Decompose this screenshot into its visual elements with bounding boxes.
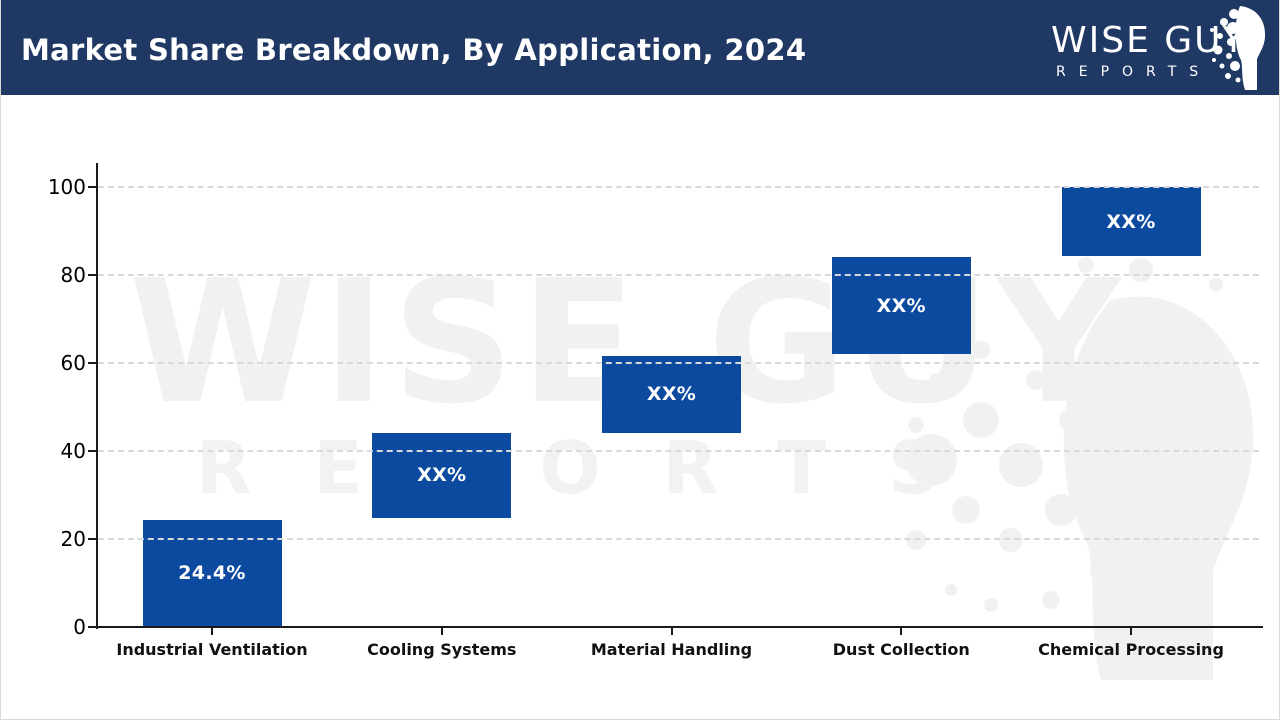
- x-axis-label-cooling-systems: Cooling Systems: [367, 640, 517, 659]
- gridline-y-20: [98, 538, 1259, 540]
- gridline-y-60: [98, 362, 1259, 364]
- gridline-y-40: [98, 450, 1259, 452]
- bar-industrial-ventilation: 24.4%: [142, 519, 282, 627]
- y-tick-label-100: 100: [47, 175, 86, 199]
- x-tick-cooling-systems: [440, 628, 443, 635]
- x-tick-dust-collection: [900, 628, 903, 635]
- bar-value-label-dust-collection: XX%: [876, 294, 926, 317]
- x-axis-label-material-handling: Material Handling: [590, 640, 753, 659]
- y-tick-label-0: 0: [73, 615, 86, 639]
- bar-value-label-chemical-processing: XX%: [1106, 210, 1156, 233]
- y-tick-80: [88, 274, 96, 276]
- x-axis-label-industrial-ventilation: Industrial Ventilation: [116, 640, 308, 659]
- bar-dust-collection: XX%: [831, 256, 971, 355]
- y-tick-label-80: 80: [60, 263, 86, 287]
- bar-value-label-cooling-systems: XX%: [417, 464, 467, 487]
- bar-material-handling: XX%: [602, 355, 741, 433]
- x-tick-industrial-ventilation: [211, 628, 213, 635]
- gridline-y-100: [98, 186, 1259, 188]
- gridline-y-80: [98, 274, 1259, 276]
- bar-value-label-industrial-ventilation: 24.4%: [178, 562, 246, 585]
- header: Market Share Breakdown, By Application, …: [1, 0, 1279, 95]
- y-tick-label-20: 20: [60, 527, 86, 551]
- wiseguy-logo: WISE GUY REPORTS: [1023, 0, 1273, 95]
- bar-value-label-material-handling: XX%: [646, 383, 697, 406]
- logo-reports-text: REPORTS: [1056, 64, 1212, 80]
- x-axis-label-chemical-processing: Chemical Processing: [1038, 640, 1224, 659]
- logo-wordmark: WISE GUY: [1051, 20, 1247, 61]
- y-tick-40: [88, 450, 96, 452]
- y-tick-0: [88, 626, 96, 628]
- y-tick-20: [88, 538, 96, 540]
- watermark-face-dots-icon: [905, 236, 1254, 680]
- x-axis-label-dust-collection: Dust Collection: [832, 640, 970, 659]
- bar-cooling-systems: XX%: [372, 432, 512, 518]
- bar-chemical-processing: XX%: [1061, 187, 1201, 257]
- watermark-reports: REPORTS: [196, 426, 1002, 510]
- x-axis-spine: [96, 626, 1263, 628]
- y-tick-label-40: 40: [60, 439, 86, 463]
- y-axis-spine: [96, 163, 98, 629]
- y-tick-100: [88, 186, 96, 188]
- x-tick-material-handling: [670, 628, 673, 635]
- y-tick-label-60: 60: [60, 351, 86, 375]
- x-tick-chemical-processing: [1130, 628, 1132, 635]
- page-title: Market Share Breakdown, By Application, …: [21, 33, 807, 67]
- logo-face-icon: [1210, 6, 1266, 90]
- y-tick-60: [88, 362, 96, 364]
